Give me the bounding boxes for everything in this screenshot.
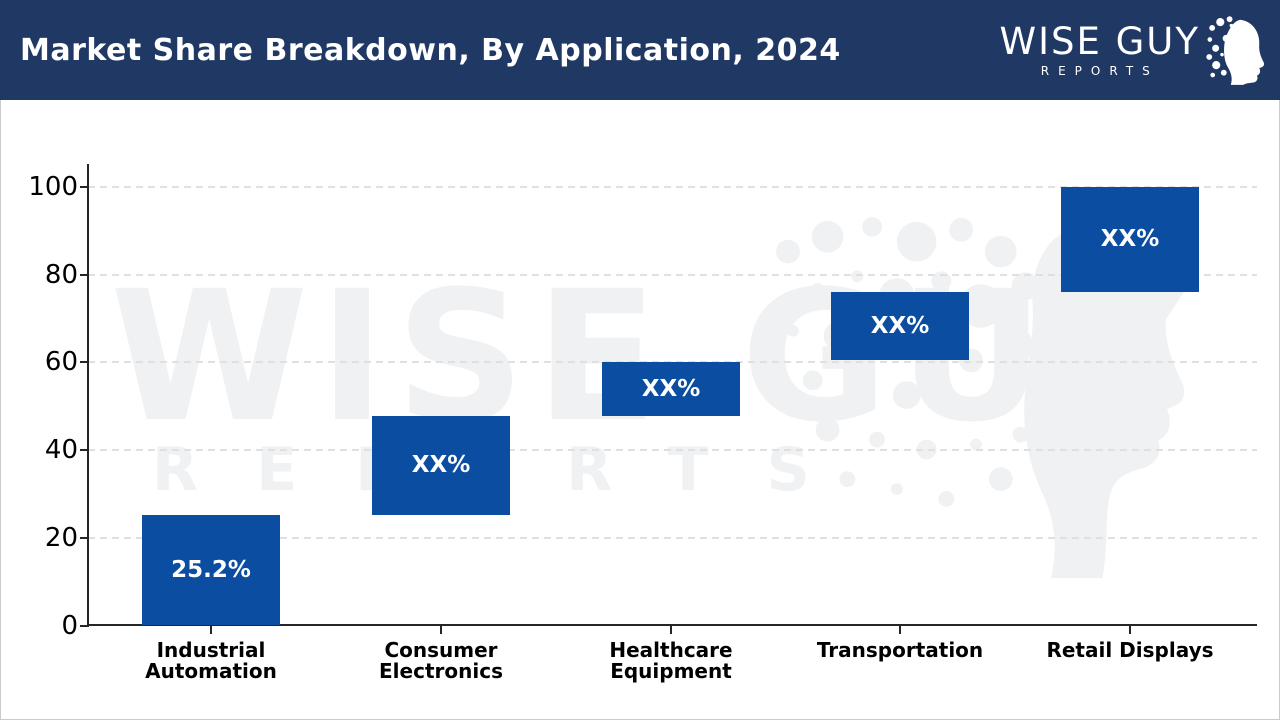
bar: XX%	[602, 361, 740, 416]
gridline	[88, 536, 1257, 539]
x-tick-mark	[210, 626, 212, 634]
brand-tagline: REPORTS	[1040, 63, 1159, 78]
gridline	[88, 273, 1257, 276]
brand-wordmark: WISE GUY REPORTS	[1000, 23, 1200, 78]
brand-name: WISE GUY	[999, 19, 1200, 63]
x-tick-mark	[899, 626, 901, 634]
y-tick-mark	[80, 186, 88, 188]
y-tick-mark	[80, 449, 88, 452]
bar-value-label: XX%	[411, 452, 471, 479]
watermark-face-icon	[776, 216, 1185, 579]
x-category-label: Consumer Electronics	[379, 638, 503, 683]
x-tick-mark	[440, 626, 442, 634]
bar: 25.2%	[142, 514, 280, 626]
gridline	[88, 186, 1257, 188]
y-tick-label: 100	[28, 172, 78, 202]
y-tick-label: 40	[44, 435, 78, 466]
x-tick-mark	[670, 626, 672, 634]
x-category-label: Transportation	[816, 638, 984, 662]
bar-value-label: XX%	[1100, 226, 1160, 253]
x-tick-mark	[1129, 626, 1131, 634]
x-axis-spine	[87, 624, 1257, 626]
y-tick-mark	[80, 273, 88, 276]
gridline	[88, 449, 1257, 452]
y-tick-label: 60	[44, 347, 78, 378]
brand-logo: WISE GUY REPORTS	[1000, 10, 1280, 90]
bar-value-label: XX%	[641, 375, 701, 402]
y-tick-label: 80	[44, 259, 78, 290]
y-axis-spine	[87, 164, 89, 627]
y-tick-mark	[80, 361, 88, 364]
y-tick-mark	[80, 536, 88, 539]
y-tick-label: 20	[44, 522, 78, 553]
y-tick-label: 0	[61, 610, 78, 641]
x-category-label: Healthcare Equipment	[609, 638, 733, 683]
x-category-label: Industrial Automation	[145, 638, 277, 683]
bar: XX%	[831, 291, 969, 361]
header: Market Share Breakdown, By Application, …	[0, 0, 1280, 100]
x-category-label: Retail Displays	[1046, 638, 1214, 662]
y-tick-mark	[80, 624, 88, 627]
brand-face-icon	[1206, 16, 1265, 85]
bar-value-label: XX%	[870, 312, 930, 339]
bar-value-label: 25.2%	[171, 557, 251, 584]
page-title: Market Share Breakdown, By Application, …	[20, 32, 841, 68]
bar: XX%	[1061, 187, 1199, 292]
bar: XX%	[372, 415, 510, 515]
